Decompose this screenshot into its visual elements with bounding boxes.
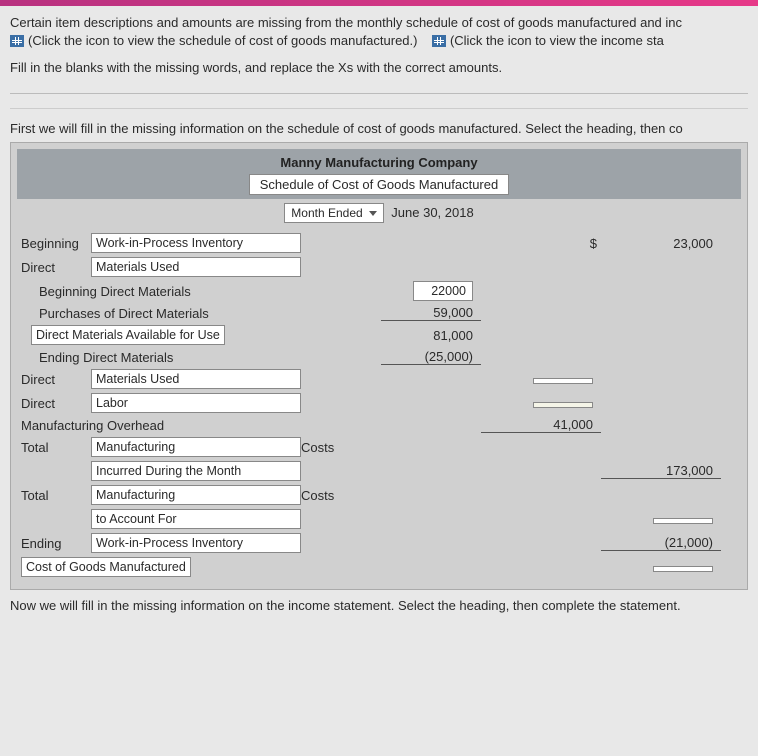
income-link-text: (Click the icon to view the income sta [450, 32, 664, 50]
schedule-table: Manny Manufacturing Company Schedule of … [10, 142, 748, 590]
period-date: June 30, 2018 [391, 205, 473, 220]
cogm-input[interactable] [653, 566, 713, 572]
edm-val: (25,000) [381, 349, 481, 365]
direct-label: Direct [21, 372, 91, 387]
divider [10, 93, 748, 94]
chevron-down-icon [369, 211, 377, 216]
pdm-label: Purchases of Direct Materials [21, 306, 301, 321]
bdm-label: Beginning Direct Materials [21, 284, 301, 299]
account-for-box[interactable]: to Account For [91, 509, 301, 529]
footer-instruction: Now we will fill in the missing informat… [10, 598, 748, 613]
schedule-link-text: (Click the icon to view the schedule of … [28, 32, 417, 50]
dm-used-input[interactable] [533, 378, 593, 384]
incurred-box[interactable]: Incurred During the Month [91, 461, 301, 481]
beginning-wip-box[interactable]: Work-in-Process Inventory [91, 233, 301, 253]
row-total-account: Total Manufacturing Costs [17, 483, 741, 507]
labor-input[interactable] [533, 402, 593, 408]
dmau-val: 81,000 [381, 328, 481, 343]
row-edm: Ending Direct Materials (25,000) [17, 347, 741, 367]
row-dmau: Direct Materials Available for Use 81,00… [17, 323, 741, 347]
row-cogm: Cost of Goods Manufactured [17, 555, 741, 579]
incurred-val: 173,000 [601, 463, 721, 479]
edm-label: Ending Direct Materials [21, 350, 301, 365]
row-incurred: Incurred During the Month 173,000 [17, 459, 741, 483]
row-moh: Manufacturing Overhead 41,000 [17, 415, 741, 435]
fill-instruction: Fill in the blanks with the missing word… [10, 60, 748, 75]
row-beginning-wip: Beginning Work-in-Process Inventory $ 23… [17, 231, 741, 255]
table-icon [10, 35, 24, 47]
direct-label: Direct [21, 260, 91, 275]
direct-label: Direct [21, 396, 91, 411]
cogm-box[interactable]: Cost of Goods Manufactured [21, 557, 191, 577]
row-direct-labor: Direct Labor [17, 391, 741, 415]
row-ending-wip: Ending Work-in-Process Inventory (21,000… [17, 531, 741, 555]
divider [10, 108, 748, 109]
materials-used-box[interactable]: Materials Used [91, 257, 301, 277]
period-dropdown[interactable]: Month Ended [284, 203, 383, 223]
account-for-input[interactable] [653, 518, 713, 524]
section-intro: First we will fill in the missing inform… [10, 121, 748, 136]
ending-val: (21,000) [601, 535, 721, 551]
ending-label: Ending [21, 536, 91, 551]
total-label: Total [21, 440, 91, 455]
row-pdm: Purchases of Direct Materials 59,000 [17, 303, 741, 323]
manufacturing-box[interactable]: Manufacturing [91, 437, 301, 457]
materials-used-box2[interactable]: Materials Used [91, 369, 301, 389]
moh-label: Manufacturing Overhead [21, 418, 301, 433]
ending-wip-box[interactable]: Work-in-Process Inventory [91, 533, 301, 553]
manufacturing-box2[interactable]: Manufacturing [91, 485, 301, 505]
pdm-val: 59,000 [381, 305, 481, 321]
period-row: Month Ended June 30, 2018 [17, 203, 741, 223]
dmau-box[interactable]: Direct Materials Available for Use [31, 325, 225, 345]
bdm-input[interactable]: 22000 [413, 281, 473, 301]
schedule-title-box[interactable]: Schedule of Cost of Goods Manufactured [249, 174, 509, 195]
table-icon [432, 35, 446, 47]
costs-label2: Costs [301, 488, 381, 503]
currency-symbol: $ [481, 236, 601, 251]
period-label: Month Ended [291, 206, 362, 220]
beginning-label: Beginning [21, 236, 91, 251]
row-direct-materials: Direct Materials Used [17, 255, 741, 279]
total-label: Total [21, 488, 91, 503]
schedule-header: Manny Manufacturing Company Schedule of … [17, 149, 741, 199]
intro-text: Certain item descriptions and amounts ar… [10, 14, 748, 52]
row-bdm: Beginning Direct Materials 22000 [17, 279, 741, 303]
moh-val: 41,000 [481, 417, 601, 433]
costs-label: Costs [301, 440, 381, 455]
page-content: Certain item descriptions and amounts ar… [0, 6, 758, 756]
company-name: Manny Manufacturing Company [272, 153, 485, 172]
row-total-mfg-costs: Total Manufacturing Costs [17, 435, 741, 459]
beginning-amount: 23,000 [601, 236, 721, 251]
row-dm-used: Direct Materials Used [17, 367, 741, 391]
labor-box[interactable]: Labor [91, 393, 301, 413]
row-account-for: to Account For [17, 507, 741, 531]
income-link[interactable]: (Click the icon to view the income sta [432, 32, 664, 50]
intro-line1: Certain item descriptions and amounts ar… [10, 15, 682, 30]
schedule-link[interactable]: (Click the icon to view the schedule of … [10, 32, 417, 50]
